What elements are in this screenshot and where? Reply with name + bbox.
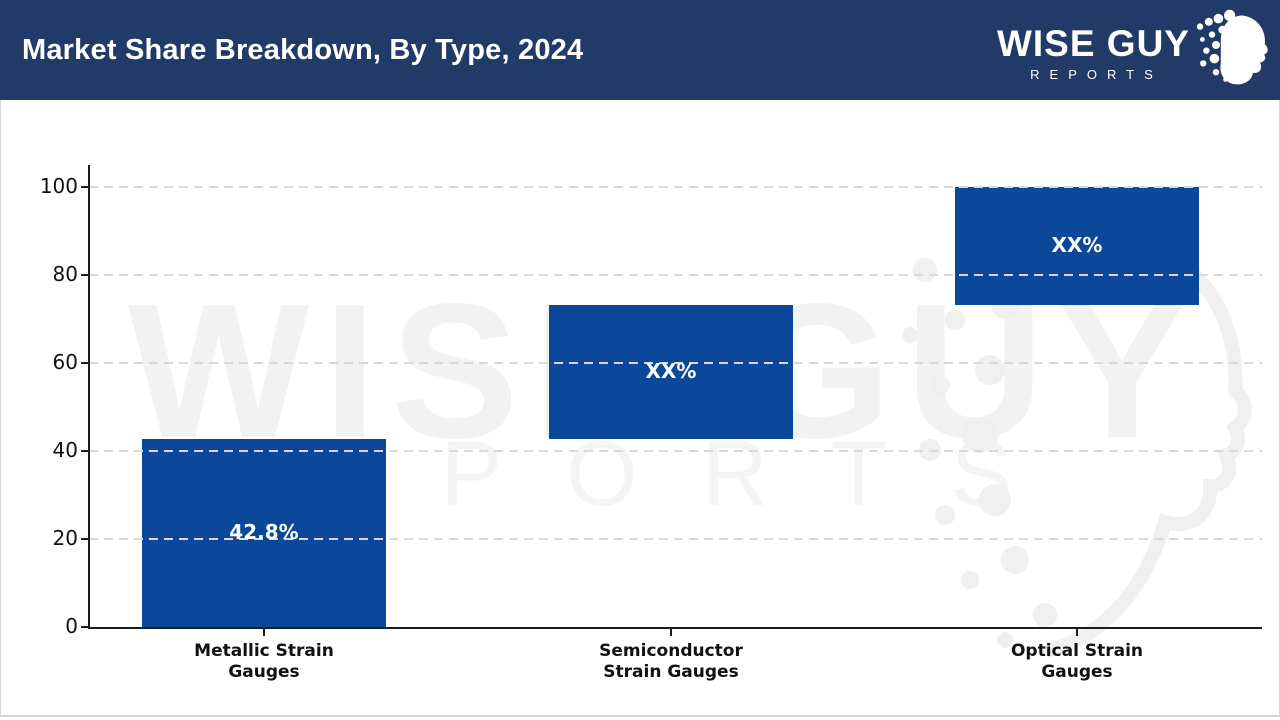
y-tick-mark-40 [81,450,88,452]
bar-value-label: 42.8% [229,519,299,544]
gridline-20 [89,538,1262,540]
x-category-label: Semiconductor Strain Gauges [599,641,743,682]
y-tick-label-20: 20 [52,526,78,550]
y-tick-mark-60 [81,362,88,364]
frame-line-left [0,100,1,717]
gridline-100 [89,186,1262,188]
y-tick-label-100: 100 [39,174,78,198]
header: Market Share Breakdown, By Type, 2024 WI… [0,0,1280,100]
x-tick-mark [1076,629,1078,636]
page-title: Market Share Breakdown, By Type, 2024 [22,33,584,66]
y-tick-mark-80 [81,274,88,276]
y-tick-mark-0 [81,626,88,628]
wiseguy-logo: WISE GUY REPORTS [997,6,1272,92]
gridline-40 [89,450,1262,452]
y-axis-line [88,165,90,629]
logo-wordmark: WISE GUY [996,22,1190,64]
y-tick-label-0: 0 [65,614,78,638]
x-category-label: Metallic Strain Gauges [194,641,334,682]
frame-line-bottom [0,715,1280,717]
y-tick-mark-100 [81,186,88,188]
gridline-80 [89,274,1262,276]
bar-segment [549,304,793,439]
x-tick-mark [670,629,672,636]
x-category-label: Optical Strain Gauges [1010,641,1144,682]
gridline-60 [89,362,1262,364]
logo-text: WISE GUY REPORTS [997,23,1190,82]
x-tick-mark [263,629,265,636]
bar-value-label: XX% [1051,232,1103,257]
logo-subtitle: REPORTS [1030,66,1163,82]
bar-segment [142,438,386,627]
y-tick-label-40: 40 [52,438,78,462]
y-tick-mark-20 [81,538,88,540]
y-tick-label-80: 80 [52,262,78,286]
bar-value-label: XX% [645,358,697,383]
logo-face-icon [1196,9,1268,85]
y-tick-label-60: 60 [52,350,78,374]
x-axis-line [88,627,1262,629]
